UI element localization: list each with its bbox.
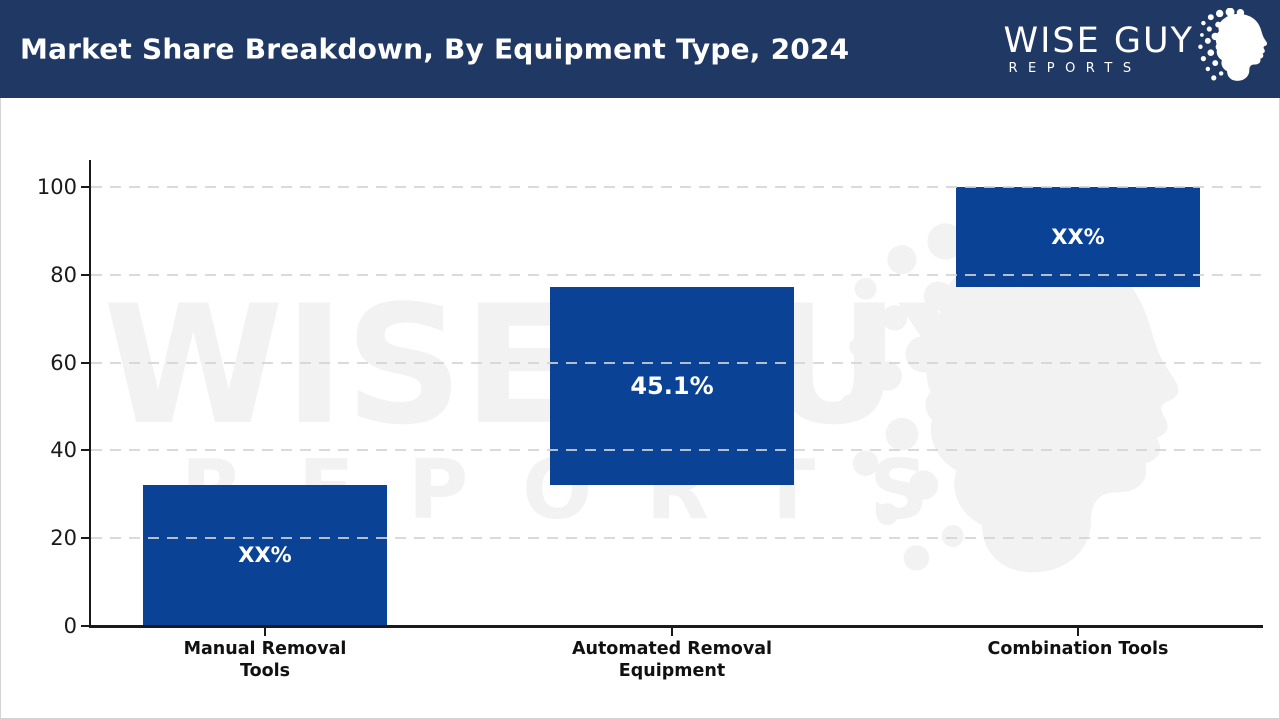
category-label-0: Manual Removal Tools xyxy=(183,639,347,681)
chart-area: WISE GUY REPORTS 0 20 40 60 80 100 XX% 45.1% XX%… xyxy=(0,98,1280,720)
logo-wordmark: WISE GUY xyxy=(1003,20,1194,61)
logo-face-icon xyxy=(1198,8,1268,81)
bar-combination-tools: XX% xyxy=(956,187,1200,287)
bar-value-label: XX% xyxy=(238,543,292,568)
y-axis-tick-20 xyxy=(81,537,89,540)
logo-subtext: REPORTS xyxy=(1008,61,1142,77)
page-title: Market Share Breakdown, By Equipment Typ… xyxy=(20,32,850,66)
y-axis-tick-60 xyxy=(81,361,89,364)
y-axis-tick-0 xyxy=(81,625,89,627)
y-tick-label-0: 0 xyxy=(63,614,77,638)
wise-guy-logo: WISE GUY REPORTS xyxy=(1003,8,1270,90)
bar-manual-removal-tools: XX% xyxy=(143,484,387,626)
bar-value-label: 45.1% xyxy=(630,371,714,400)
x-axis-line xyxy=(89,625,1263,628)
gridline-60 xyxy=(91,361,1263,364)
header-banner: Market Share Breakdown, By Equipment Typ… xyxy=(0,0,1280,98)
x-axis-tick-1 xyxy=(671,628,673,636)
y-tick-label-60: 60 xyxy=(50,350,77,375)
bar-automated-removal-equipment: 45.1% xyxy=(550,286,794,485)
x-axis-tick-0 xyxy=(264,628,266,636)
logo-text: WISE GUY REPORTS xyxy=(1003,22,1194,77)
gridline-100 xyxy=(91,186,1263,188)
y-axis-tick-80 xyxy=(81,273,89,276)
x-axis-tick-2 xyxy=(1077,628,1079,636)
y-axis-line xyxy=(89,160,91,627)
y-tick-label-20: 20 xyxy=(50,526,77,551)
category-label-2: Combination Tools xyxy=(987,639,1169,659)
category-label-1: Automated Removal Equipment xyxy=(571,639,773,681)
y-tick-label-40: 40 xyxy=(50,438,77,463)
bar-value-label: XX% xyxy=(1051,224,1105,249)
gridline-20 xyxy=(91,537,1263,540)
y-axis-tick-40 xyxy=(81,449,89,452)
gridline-40 xyxy=(91,449,1263,452)
y-axis-tick-100 xyxy=(81,186,89,188)
gridline-80 xyxy=(91,273,1263,276)
y-tick-label-100: 100 xyxy=(36,175,77,199)
y-tick-label-80: 80 xyxy=(50,262,77,287)
